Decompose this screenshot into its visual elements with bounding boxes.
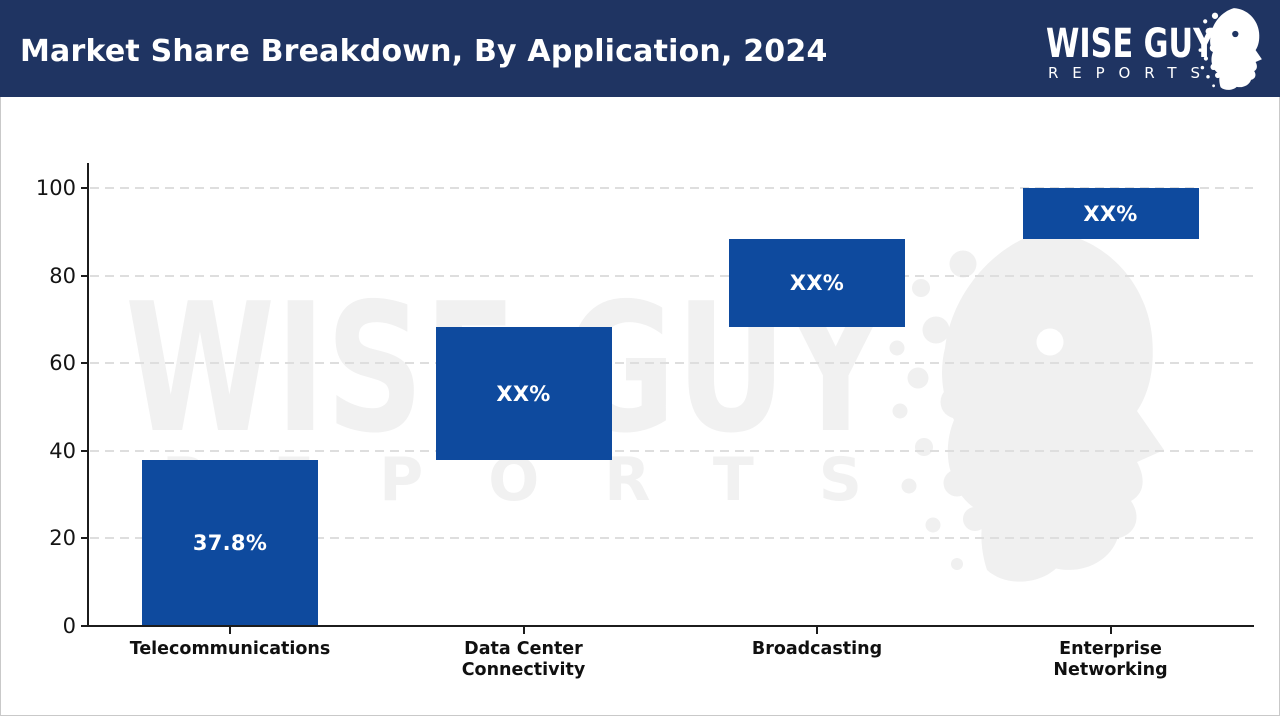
- y-axis-line: [87, 163, 89, 627]
- gridline-20: [90, 537, 1253, 539]
- y-tick-label-20: 20: [49, 526, 76, 550]
- bar-telecommunications: 37.8%: [142, 460, 318, 626]
- y-tickmark-60: [81, 362, 89, 364]
- gridline-60: [90, 362, 1253, 364]
- y-tickmark-0: [81, 624, 89, 627]
- category-label-line: Connectivity: [461, 660, 586, 680]
- category-label-line: Broadcasting: [751, 639, 883, 659]
- x-tickmark-telecommunications: [229, 627, 231, 634]
- bar-broadcasting: XX%: [729, 239, 905, 328]
- bar-value-label-broadcasting: XX%: [789, 271, 845, 296]
- bar-enterprise-networking: XX%: [1022, 188, 1199, 240]
- y-tick-label-0: 0: [62, 613, 76, 638]
- header-band: Market Share Breakdown, By Application, …: [0, 0, 1280, 97]
- category-label-data-center-connectivity: Data Center Connectivity: [389, 639, 659, 681]
- category-label-line: Telecommunications: [129, 639, 331, 659]
- gridline-100: [90, 187, 1253, 189]
- x-tickmark-broadcasting: [816, 627, 818, 634]
- bar-data-center-connectivity: XX%: [435, 327, 612, 461]
- y-tickmark-20: [81, 537, 89, 539]
- y-tickmark-40: [81, 449, 89, 452]
- y-tick-label-40: 40: [49, 438, 76, 463]
- category-label-line: Data Center: [464, 639, 583, 659]
- category-label-telecommunications: Telecommunications: [95, 639, 365, 660]
- y-tickmark-80: [81, 274, 89, 277]
- gridline-40: [90, 449, 1253, 452]
- category-label-line: Networking: [1053, 660, 1168, 680]
- y-tick-label-100: 100: [35, 176, 76, 200]
- bar-value-label-telecommunications: 37.8%: [192, 530, 268, 555]
- logo-wordmark: WISE GUY: [1046, 21, 1216, 67]
- category-label-enterprise-networking: Enterprise Networking: [976, 639, 1246, 681]
- category-label-line: Enterprise: [1059, 639, 1162, 659]
- x-axis-line: [87, 625, 1254, 627]
- gridline-80: [90, 274, 1253, 277]
- x-tickmark-data-center-connectivity: [522, 627, 525, 634]
- wiseguy-reports-logo: WISE GUY REPORTS: [1046, 8, 1262, 90]
- category-label-broadcasting: Broadcasting: [682, 639, 952, 660]
- y-tick-label-60: 60: [49, 351, 76, 375]
- y-tick-label-80: 80: [49, 263, 76, 288]
- bar-value-label-enterprise-networking: XX%: [1083, 201, 1138, 226]
- y-tickmark-100: [81, 187, 89, 189]
- x-tickmark-enterprise-networking: [1109, 627, 1112, 634]
- page-title: Market Share Breakdown, By Application, …: [20, 34, 828, 69]
- bar-value-label-data-center-connectivity: XX%: [496, 381, 551, 406]
